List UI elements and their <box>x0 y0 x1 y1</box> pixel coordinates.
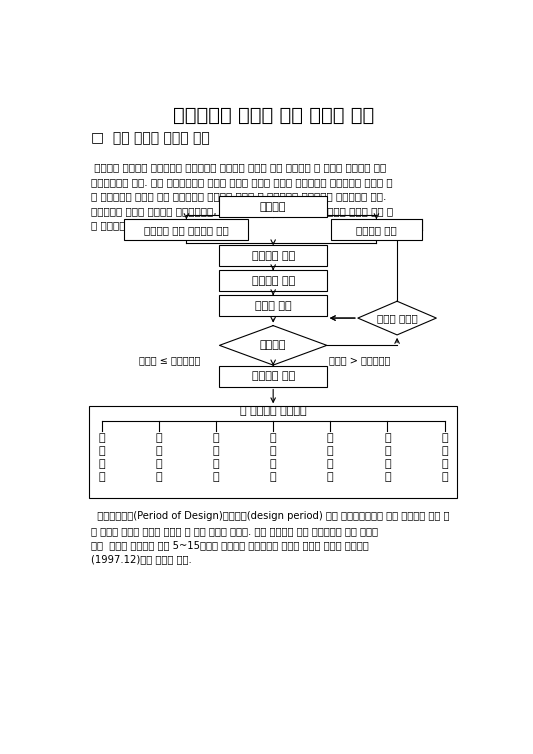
Text: 도
수
시
설: 도 수 시 설 <box>213 433 220 483</box>
Text: 취
수
시
설: 취 수 시 설 <box>156 433 162 483</box>
Text: 급수량 추산: 급수량 추산 <box>255 301 292 311</box>
Text: 시설규모 결정: 시설규모 결정 <box>252 371 295 381</box>
Text: 급수인구 추정: 급수인구 추정 <box>252 251 295 261</box>
Text: 대구광역시 남구의 계획 급수량 산정: 대구광역시 남구의 계획 급수량 산정 <box>173 106 374 125</box>
Text: 정
수
시
설: 정 수 시 설 <box>270 433 277 483</box>
Text: 급수량 > 취수가능량: 급수량 > 취수가능량 <box>329 355 390 365</box>
FancyBboxPatch shape <box>220 296 327 317</box>
Text: 계획목표년차(Period of Design)계획년도(design period) 또는 계획목표년차라 함은 계획하고 있는 당
해 상수도 시설을 통하: 계획목표년차(Period of Design)계획년도(design peri… <box>92 511 450 565</box>
Text: 배
수
시
설: 배 수 시 설 <box>384 433 391 483</box>
Text: 급수량 재심사: 급수량 재심사 <box>377 313 417 323</box>
Text: 송
수
시
설: 송 수 시 설 <box>327 433 334 483</box>
FancyBboxPatch shape <box>220 246 327 266</box>
Text: 저
수
시
설: 저 수 시 설 <box>99 433 105 483</box>
Text: 급수구역 또는 급수대상 결정: 급수구역 또는 급수대상 결정 <box>144 225 229 234</box>
FancyBboxPatch shape <box>125 219 248 241</box>
Text: 급수량 ≤ 취수가능량: 급수량 ≤ 취수가능량 <box>139 355 200 365</box>
FancyBboxPatch shape <box>220 366 327 387</box>
FancyBboxPatch shape <box>331 219 422 241</box>
Text: 상수도는 항구적인 시설이므로 시설규모를 결정하는 과정이 매우 중요하며 이 과정을 기본계획 또는
기본설계라고 한다. 어느 특정지역이나 도시에 상수: 상수도는 항구적인 시설이므로 시설규모를 결정하는 과정이 매우 중요하며 이… <box>92 162 393 230</box>
Text: 현황조사: 현황조사 <box>260 201 286 212</box>
Polygon shape <box>358 302 437 335</box>
Polygon shape <box>220 326 327 365</box>
Text: 계획년도 결정: 계획년도 결정 <box>356 225 397 234</box>
FancyBboxPatch shape <box>220 271 327 291</box>
Text: □  계획 급수량 산정의 목적: □ 계획 급수량 산정의 목적 <box>92 131 210 145</box>
FancyBboxPatch shape <box>220 196 327 217</box>
Text: 사용수량 추정: 사용수량 추정 <box>252 276 295 286</box>
Text: 수원선정: 수원선정 <box>260 340 286 351</box>
Text: 각 기시설의 기본설계: 각 기시설의 기본설계 <box>240 406 306 416</box>
FancyBboxPatch shape <box>90 406 457 498</box>
Text: 급
수
시
설: 급 수 시 설 <box>441 433 448 483</box>
